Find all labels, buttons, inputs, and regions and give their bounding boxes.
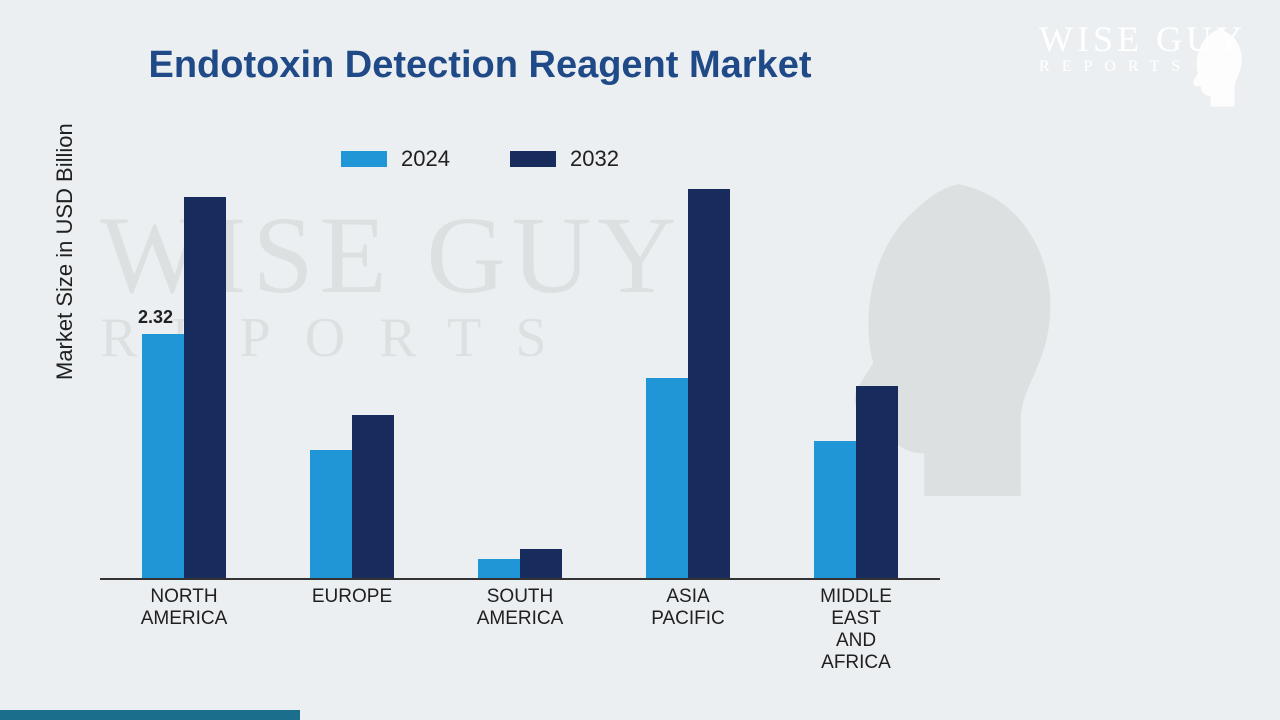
bar-group [604,189,772,578]
bar-value-label: 2.32 [138,307,173,328]
bar [478,559,520,578]
legend-label-0: 2024 [401,146,450,172]
y-axis-label: Market Size in USD Billion [52,123,78,380]
legend-item-0: 2024 [341,146,450,172]
bottom-accent-bar [0,710,300,720]
x-axis-label: SOUTHAMERICA [436,586,604,630]
bar [352,415,394,578]
bar [688,189,730,578]
legend-swatch-0 [341,151,387,167]
chart-canvas: WISE GUY REPORTS Endotoxin Detection Rea… [0,0,1280,720]
x-axis-label: EUROPE [268,586,436,608]
logo-head-icon [1176,26,1248,110]
bar [142,334,184,578]
x-axis-label: ASIAPACIFIC [604,586,772,630]
x-axis-labels: NORTHAMERICAEUROPESOUTHAMERICAASIAPACIFI… [100,586,940,706]
bar [310,450,352,578]
bar [520,549,562,578]
bar [814,441,856,578]
bar-group [100,197,268,578]
bar-group [436,549,604,578]
bar-chart: 2.32 NORTHAMERICAEUROPESOUTHAMERICAASIAP… [100,180,940,580]
bar [184,197,226,578]
x-axis-label: MIDDLEEASTANDAFRICA [772,586,940,673]
legend-item-1: 2032 [510,146,619,172]
bar-group [268,415,436,578]
brand-logo: WISE GUY REPORTS [1039,18,1246,76]
bar [646,378,688,578]
x-axis-label: NORTHAMERICA [100,586,268,630]
chart-title: Endotoxin Detection Reagent Market [0,44,960,87]
bar [856,386,898,578]
bar-group [772,386,940,578]
plot-area: 2.32 [100,180,940,580]
legend-swatch-1 [510,151,556,167]
legend: 2024 2032 [0,146,960,172]
legend-label-1: 2032 [570,146,619,172]
